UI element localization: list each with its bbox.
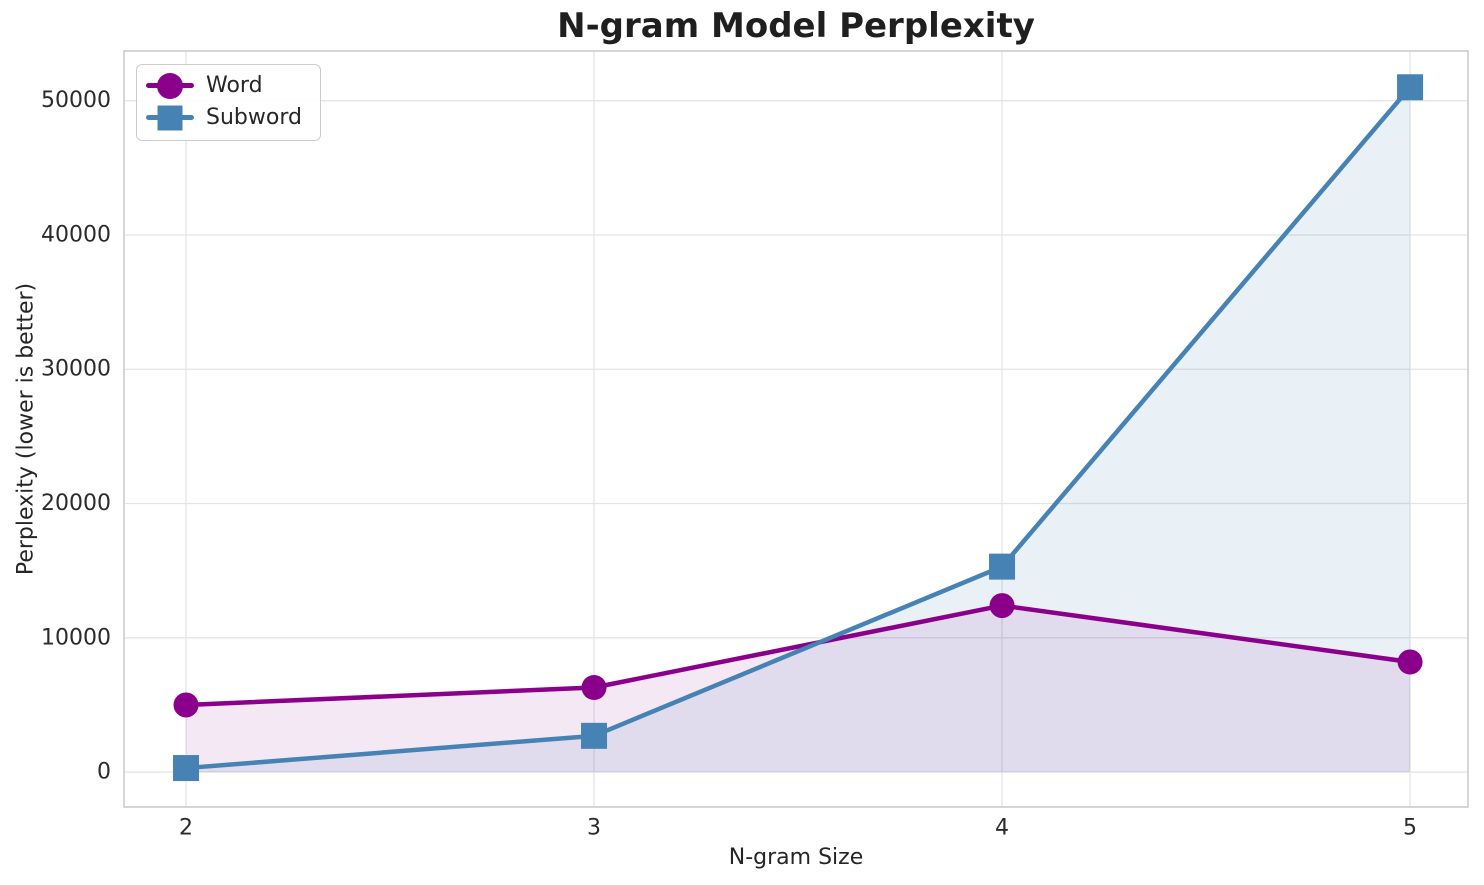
y-axis-label: Perplexity (lower is better)	[13, 282, 39, 576]
chart-title: N-gram Model Perplexity	[557, 6, 1035, 46]
word-area-fill	[186, 605, 1411, 773]
y-tick-label: 40000	[41, 222, 111, 247]
subword-area-fill	[186, 87, 1411, 773]
legend-sample	[146, 72, 194, 100]
legend: Word Subword	[136, 64, 321, 141]
word-legend-circle-icon	[157, 72, 183, 99]
word-marker	[581, 674, 607, 700]
legend-label: Subword	[206, 105, 302, 130]
word-marker	[989, 593, 1015, 619]
legend-item-subword: Subword	[146, 102, 302, 133]
legend-label: Word	[206, 73, 263, 98]
y-tick-label: 30000	[41, 357, 111, 382]
subword-marker	[1397, 74, 1424, 101]
subword-legend-square-icon	[157, 105, 183, 130]
y-tick-label: 10000	[41, 625, 111, 650]
x-tick-label: 2	[179, 816, 193, 841]
y-tick-label: 20000	[41, 491, 111, 516]
subword-line	[183, 85, 1413, 771]
x-axis-label: N-gram Size	[728, 845, 864, 870]
legend-sample	[146, 104, 194, 132]
y-tick-label: 0	[97, 760, 111, 785]
axes-spines	[123, 50, 1469, 808]
legend-item-word: Word	[146, 70, 302, 101]
subword-marker	[173, 755, 200, 782]
word-marker	[173, 692, 199, 718]
x-tick-label: 3	[587, 816, 601, 841]
y-tick-label: 50000	[41, 88, 111, 113]
word-marker	[1397, 649, 1423, 675]
word-line	[183, 603, 1413, 708]
subword-marker	[989, 553, 1016, 580]
subword-marker	[581, 722, 608, 749]
x-tick-label: 5	[1403, 816, 1417, 841]
x-tick-label: 4	[995, 816, 1009, 841]
